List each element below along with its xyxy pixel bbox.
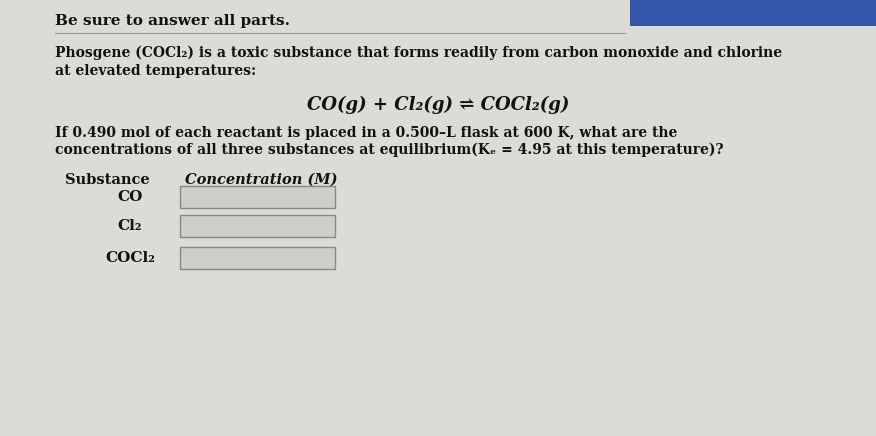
Text: Cl₂: Cl₂: [117, 219, 142, 233]
Text: concentrations of all three substances at equilibrium(Kₑ = 4.95 at this temperat: concentrations of all three substances a…: [55, 143, 724, 157]
Text: CO(g) + Cl₂(g) ⇌ COCl₂(g): CO(g) + Cl₂(g) ⇌ COCl₂(g): [307, 96, 569, 114]
Bar: [180, 247, 335, 269]
Bar: [180, 215, 335, 237]
Text: If 0.490 mol of each reactant is placed in a 0.500–L flask at 600 K, what are th: If 0.490 mol of each reactant is placed …: [55, 126, 677, 140]
Bar: [180, 186, 335, 208]
Text: Substance: Substance: [65, 173, 150, 187]
Text: Phosgene (COCl₂) is a toxic substance that forms readily from carbon monoxide an: Phosgene (COCl₂) is a toxic substance th…: [55, 46, 782, 61]
Bar: [630, 0, 876, 26]
Text: at elevated temperatures:: at elevated temperatures:: [55, 64, 256, 78]
Text: Be sure to answer all parts.: Be sure to answer all parts.: [55, 14, 290, 28]
Text: Concentration (M): Concentration (M): [185, 173, 337, 187]
Text: COCl₂: COCl₂: [105, 251, 155, 265]
Text: CO: CO: [117, 190, 143, 204]
